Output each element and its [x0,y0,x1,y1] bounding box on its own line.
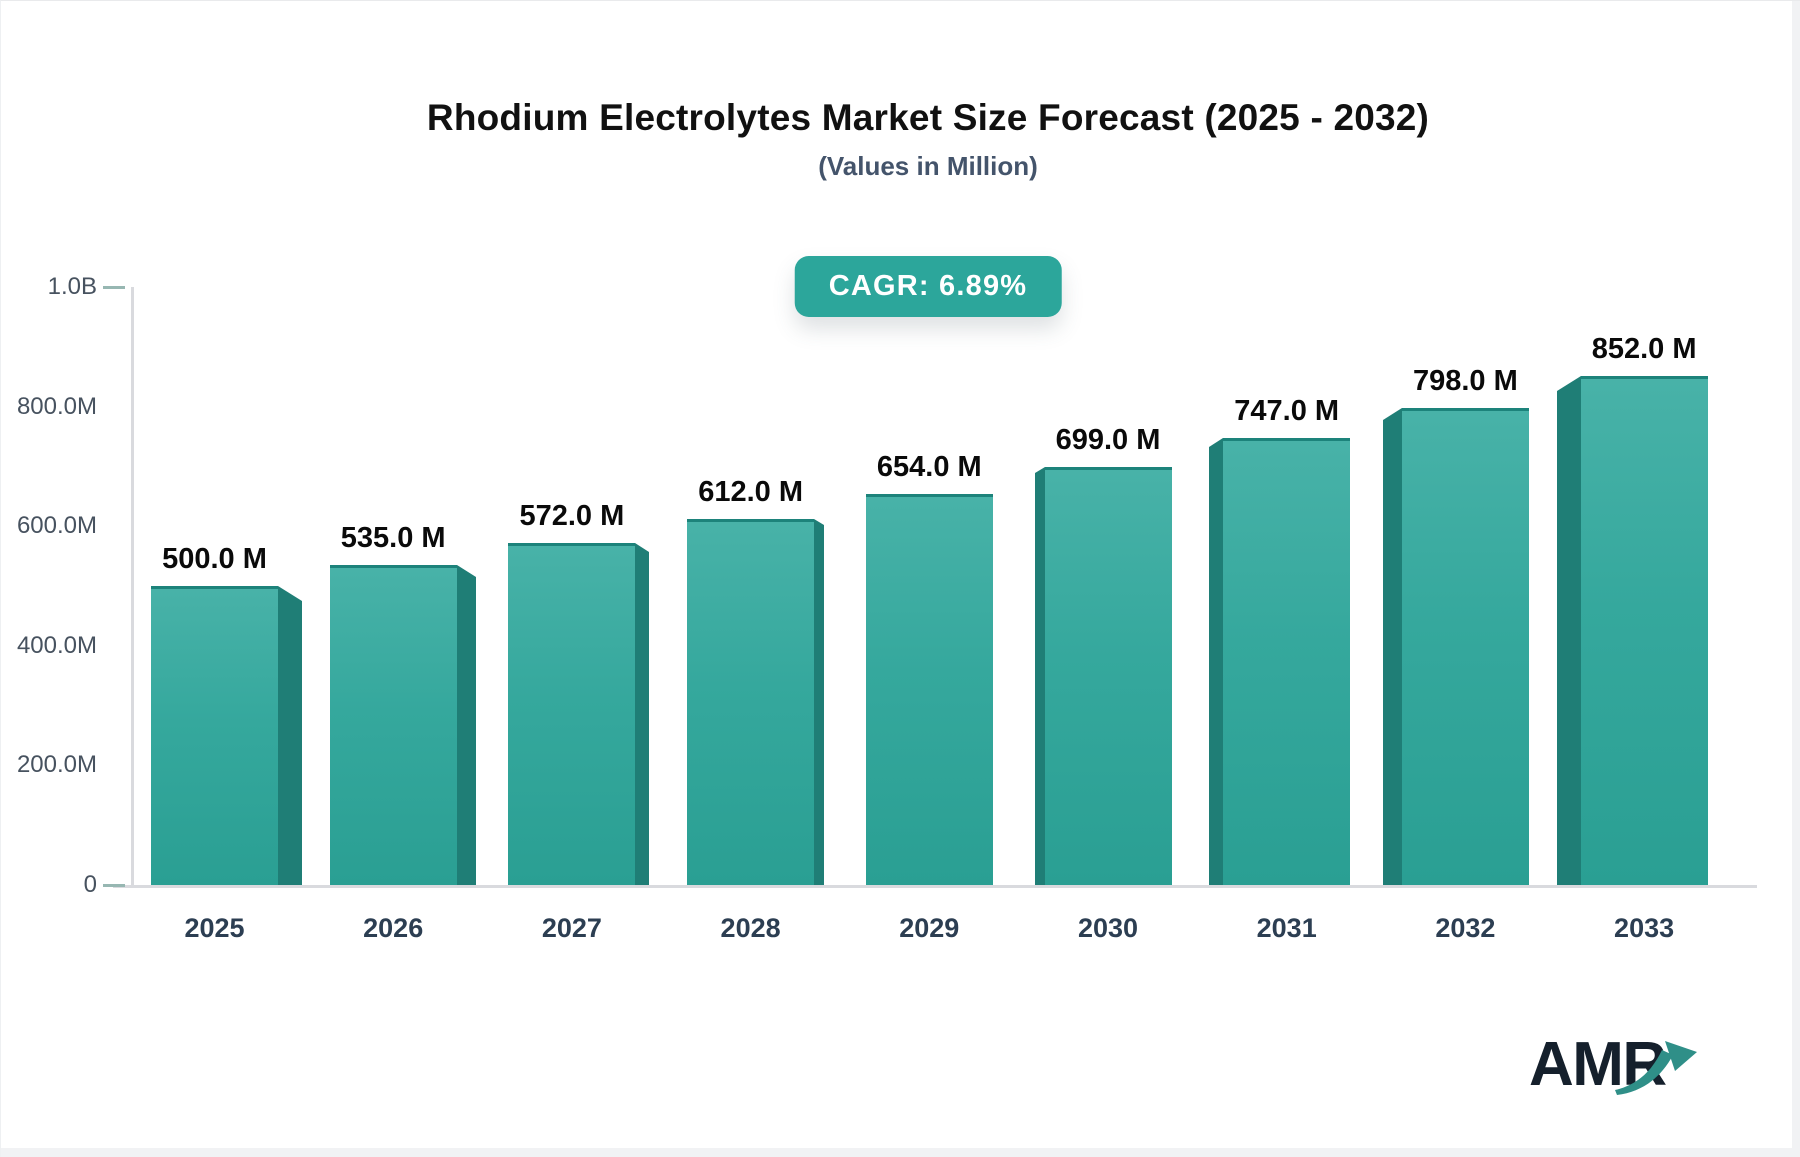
bar-side-face [278,586,302,885]
amr-logo: AMR [1529,1029,1769,1119]
x-axis-label: 2028 [720,913,781,943]
cagr-badge: CAGR: 6.89% [794,256,1062,317]
y-axis-line [131,287,134,885]
bar-side-face [1383,408,1402,885]
y-axis-tick-mark [103,286,125,289]
bar-value-label: 699.0 M [1055,424,1161,456]
bar-value-label: 654.0 M [876,451,982,483]
x-axis-label: 2030 [1077,913,1139,943]
bar-side-face [1035,467,1045,885]
bar-value-label: 612.0 M [698,476,803,508]
y-axis-tick-mark [103,884,125,887]
bar [1402,408,1529,885]
x-axis-label: 2032 [1435,913,1496,943]
bar [1581,376,1708,885]
growth-arrow-icon [1615,1041,1697,1095]
bar [1223,438,1350,885]
bar-side-face [1557,376,1581,885]
page-subtitle: (Values in Million) [818,151,1038,181]
x-axis-label: 2027 [541,913,602,943]
bar-value-label: 747.0 M [1234,395,1340,427]
bar [330,565,457,885]
bar-value-label: 798.0 M [1412,365,1518,397]
bar [508,543,635,885]
y-axis-tick-label: 600.0M [16,512,97,539]
y-axis-tick-label: 0 [83,871,97,898]
amr-logo-text: AMR [1529,1030,1667,1099]
bar [151,586,278,885]
bar-side-face [457,565,476,885]
window-edge-right [1792,1,1800,1157]
bar-side-face [1209,438,1223,885]
bar-value-label: 535.0 M [340,522,446,554]
page-title: Rhodium Electrolytes Market Size Forecas… [426,97,1430,138]
bar [866,494,993,885]
bar-side-face [814,519,824,885]
y-axis-tick-label: 200.0M [16,751,97,778]
bar [687,519,814,885]
y-axis-tick-label: 1.0B [47,273,97,300]
y-axis-tick-label: 800.0M [16,393,97,420]
bar-value-label: 852.0 M [1591,333,1697,365]
y-axis-tick-label: 400.0M [16,632,97,659]
x-axis-label: 2029 [899,913,960,943]
bar-value-label: 572.0 M [519,500,625,532]
x-axis-label: 2025 [184,913,245,943]
bar [1045,467,1172,885]
bar-side-face [635,543,649,885]
window-edge-bottom [1,1148,1800,1157]
x-axis-label: 2031 [1256,913,1317,943]
x-axis-line [113,885,1757,888]
x-axis-label: 2026 [363,913,424,943]
x-axis-label: 2033 [1614,913,1675,943]
bar-value-label: 500.0 M [162,543,267,575]
